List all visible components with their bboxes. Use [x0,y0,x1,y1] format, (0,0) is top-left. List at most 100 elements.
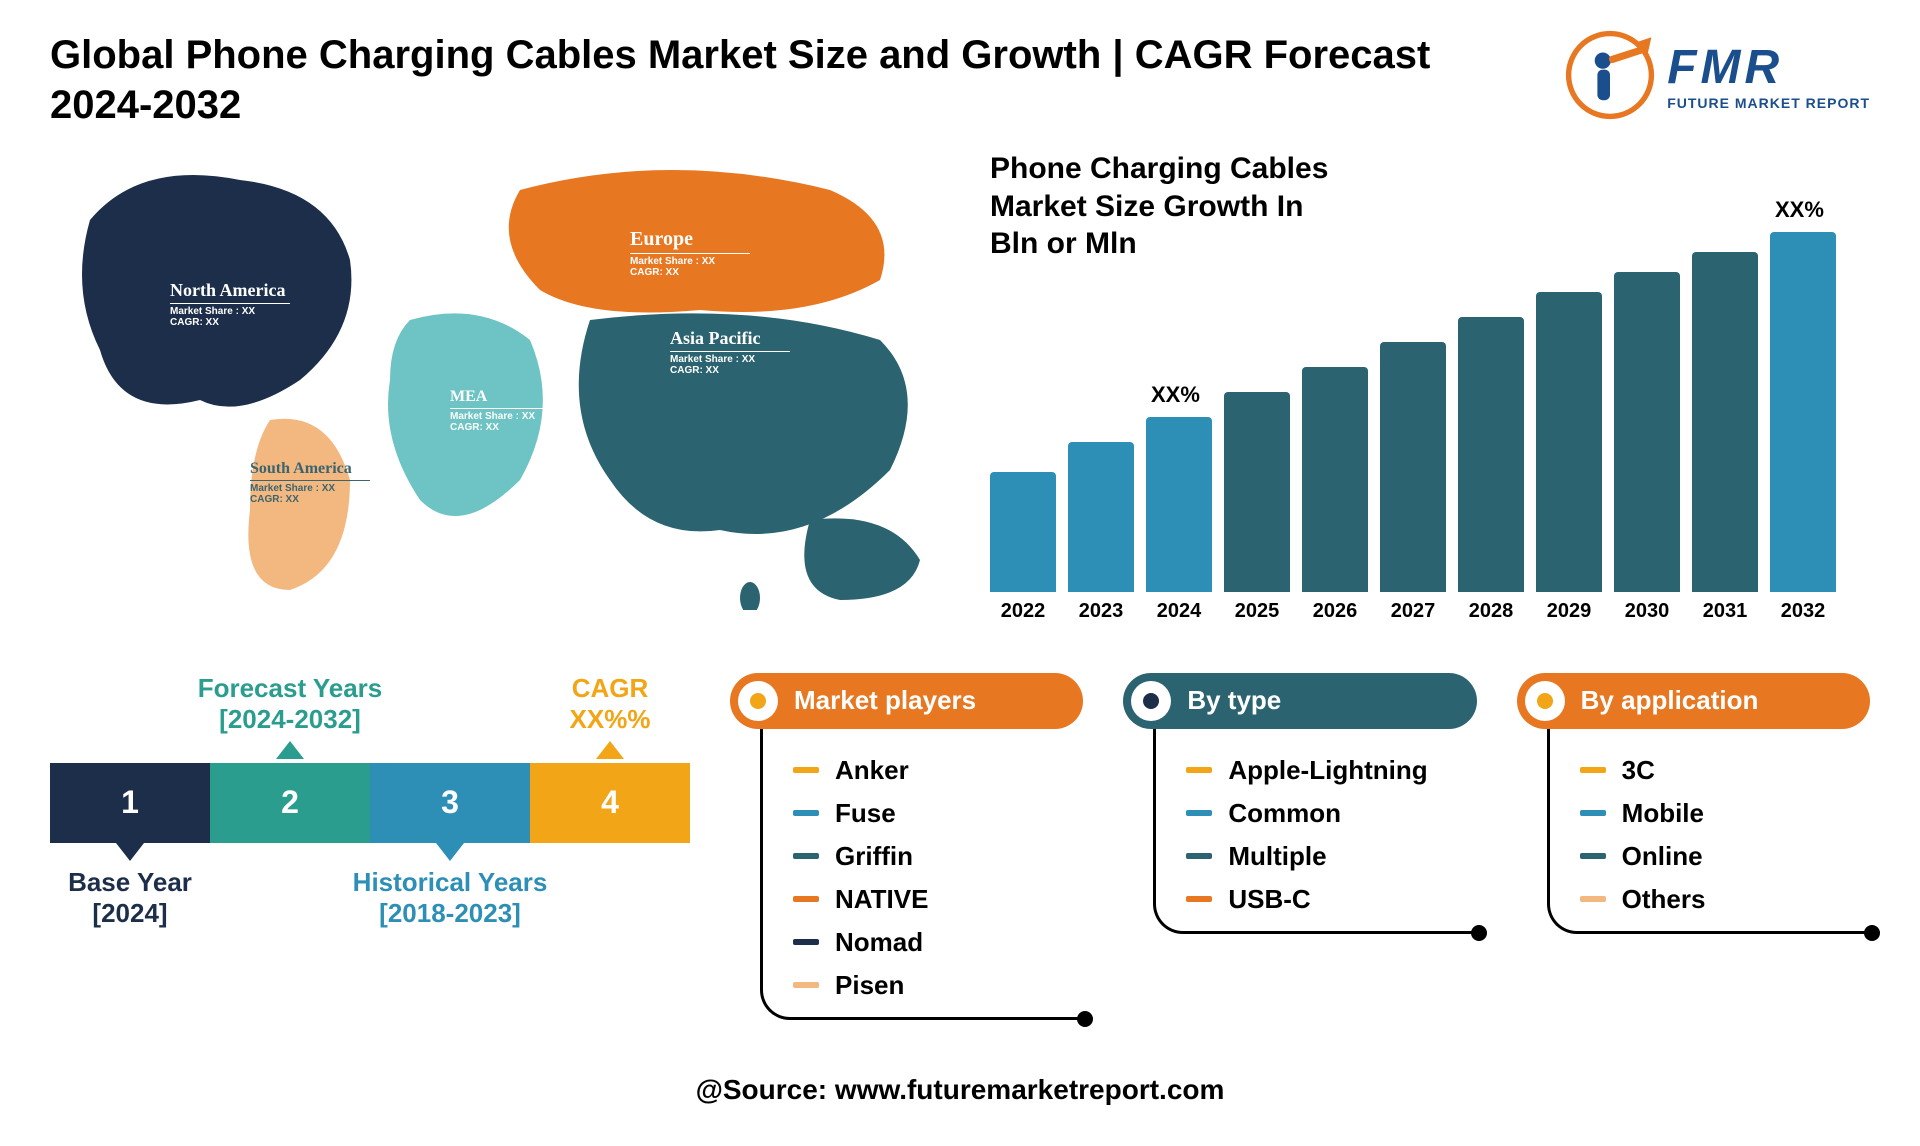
item-label: Nomad [835,927,923,958]
bar [1692,252,1758,592]
item-label: NATIVE [835,884,928,915]
item-label: Anker [835,755,909,786]
world-map-svg [50,150,950,610]
bar-year-label: 2028 [1469,600,1514,623]
list-item: Others [1580,878,1870,921]
category-pill: Market players [730,673,1083,729]
timeline-segment: 3 [370,763,530,843]
bar-col: 2022 [990,472,1056,623]
item-dash-icon [793,896,819,902]
timeline: Forecast Years[2024-2032]CAGRXX%% 1234 B… [50,673,690,963]
timeline-bottom-label: Base Year[2024] [10,843,250,929]
list-item: Online [1580,835,1870,878]
bar [1380,342,1446,592]
bar [1458,317,1524,592]
header: Global Phone Charging Cables Market Size… [50,30,1870,130]
pill-dot-icon [738,681,778,721]
item-label: Pisen [835,970,904,1001]
bar [1614,272,1680,592]
timeline-top-label: CAGRXX%% [500,673,720,759]
bar [1770,232,1836,592]
bar-col: 2028 [1458,317,1524,623]
bar [990,472,1056,592]
item-dash-icon [1186,767,1212,773]
pill-label: Market players [794,685,976,716]
bar-col: 2027 [1380,342,1446,623]
category-list: Apple-Lightning Common MultipleUSB-C [1153,729,1476,934]
category-list: 3C MobileOnlineOthers [1547,729,1870,934]
bar [1302,367,1368,592]
item-dash-icon [1186,853,1212,859]
source-footer: @Source: www.futuremarketreport.com [0,1074,1920,1106]
category-pill: By application [1517,673,1870,729]
logo: FMR FUTURE MARKET REPORT [1565,30,1870,120]
timeline-top-label: Forecast Years[2024-2032] [180,673,400,759]
item-dash-icon [793,810,819,816]
bar [1224,392,1290,592]
timeline-segment: 1 [50,763,210,843]
pill-dot-icon [1525,681,1565,721]
item-dash-icon [793,853,819,859]
list-item: Multiple [1186,835,1476,878]
item-dash-icon [1580,853,1606,859]
item-label: Fuse [835,798,896,829]
bar [1146,417,1212,592]
bar-col: 2026 [1302,367,1368,623]
region-share: Market Share : XX [630,256,750,267]
region-label: Asia Pacific Market Share : XX CAGR: XX [670,328,790,376]
bar-annotation: XX% [1775,197,1824,223]
bar-col: 2029 [1536,292,1602,623]
bar-col: 2031 [1692,252,1758,623]
list-item: Pisen [793,964,1083,1007]
list-item: 3C [1580,749,1870,792]
region-cagr: CAGR: XX [250,494,370,505]
bar-year-label: 2032 [1781,600,1826,623]
region-label: South America Market Share : XX CAGR: XX [250,460,370,505]
region-name: MEA [450,388,570,406]
item-dash-icon [793,982,819,988]
item-dash-icon [793,939,819,945]
logo-text: FMR [1667,40,1870,95]
region-name: South America [250,460,370,478]
bar-year-label: 2029 [1547,600,1592,623]
list-item: Common [1186,792,1476,835]
bar-year-label: 2024 [1157,600,1202,623]
list-item: NATIVE [793,878,1083,921]
bar-year-label: 2031 [1703,600,1748,623]
list-item: Anker [793,749,1083,792]
bar-chart: Phone Charging Cables Market Size Growth… [990,150,1870,623]
region-label: Europe Market Share : XX CAGR: XX [630,228,750,278]
region-cagr: CAGR: XX [630,267,750,278]
list-item: USB-C [1186,878,1476,921]
region-cagr: CAGR: XX [450,422,570,433]
item-dash-icon [1186,810,1212,816]
region-label: MEA Market Share : XX CAGR: XX [450,388,570,433]
item-dash-icon [1186,896,1212,902]
list-item: Apple-Lightning [1186,749,1476,792]
bar-col: 2024 [1146,417,1212,623]
timeline-segment: 4 [530,763,690,843]
list-item: Griffin [793,835,1083,878]
chart-title: Phone Charging Cables Market Size Growth… [990,150,1350,263]
bar-col: 2025 [1224,392,1290,623]
logo-subtext: FUTURE MARKET REPORT [1667,95,1870,111]
bar-year-label: 2025 [1235,600,1280,623]
item-label: 3C [1622,755,1655,786]
item-label: Griffin [835,841,913,872]
item-label: Common [1228,798,1341,829]
category-pill: By type [1123,673,1476,729]
item-label: Apple-Lightning [1228,755,1427,786]
pill-label: By application [1581,685,1759,716]
region-cagr: CAGR: XX [170,317,290,328]
world-map: North America Market Share : XX CAGR: XX… [50,150,950,610]
bar-col: 2023 [1068,442,1134,623]
bar [1068,442,1134,592]
region-share: Market Share : XX [170,306,290,317]
item-dash-icon [793,767,819,773]
item-dash-icon [1580,767,1606,773]
category-list: Anker Fuse Griffin NATIVE Nomad Pisen [760,729,1083,1020]
list-item: Mobile [1580,792,1870,835]
region-share: Market Share : XX [250,483,370,494]
bar-year-label: 2023 [1079,600,1124,623]
region-label: North America Market Share : XX CAGR: XX [170,280,290,328]
